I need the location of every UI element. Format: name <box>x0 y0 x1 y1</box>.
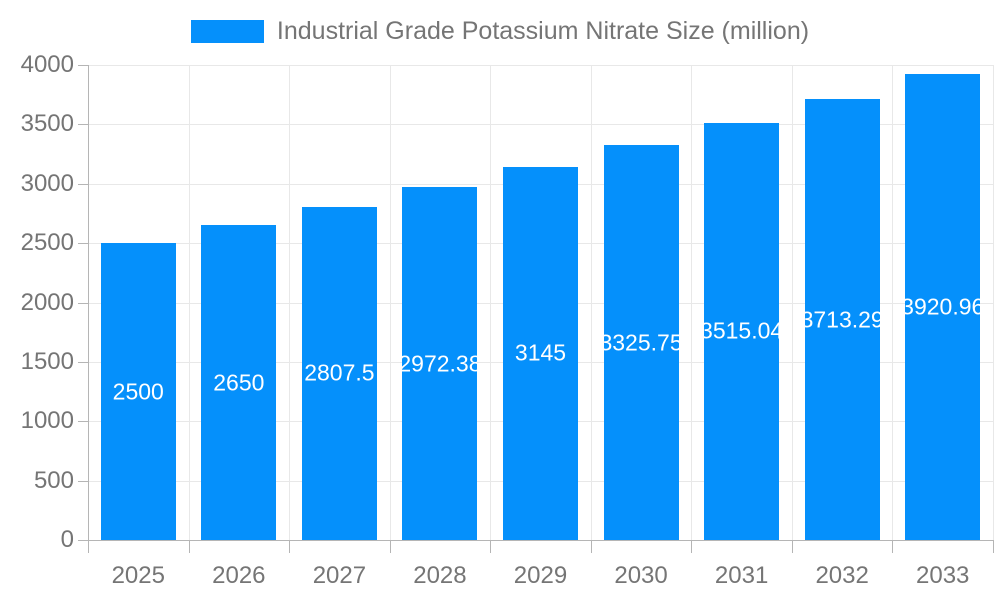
gridline-horizontal <box>88 65 993 66</box>
y-axis-tick <box>78 243 88 245</box>
y-axis-tick <box>78 302 88 304</box>
gridline-vertical <box>892 65 894 540</box>
x-axis-tick-label: 2032 <box>815 562 869 589</box>
gridline-vertical <box>490 65 492 540</box>
y-axis-tick-label: 2000 <box>20 288 74 316</box>
bar[interactable]: 3325.75 <box>603 145 679 540</box>
y-axis-line <box>88 65 89 540</box>
x-axis-tick <box>289 540 291 553</box>
x-axis-line <box>88 540 994 541</box>
bar-value-label: 2972.38 <box>402 350 478 376</box>
y-axis-tick-label: 2500 <box>20 229 74 257</box>
x-axis-tick-label: 2025 <box>111 562 165 589</box>
gridline-horizontal <box>88 124 993 126</box>
gridline-vertical <box>188 65 190 540</box>
x-axis-tick <box>691 540 693 553</box>
x-axis-tick <box>892 540 894 553</box>
bar-value-label: 3515.04 <box>704 317 780 344</box>
bar-value-label: 2650 <box>213 369 265 396</box>
bar[interactable]: 2972.38 <box>402 187 478 540</box>
bar[interactable]: 3145 <box>503 166 578 540</box>
y-axis-tick <box>78 65 88 66</box>
x-axis-tick <box>88 540 89 553</box>
bar[interactable]: 3920.96 <box>905 74 981 540</box>
y-axis-tick <box>78 361 88 363</box>
y-axis-tick-label: 0 <box>60 526 74 553</box>
bar-value-label: 3145 <box>514 339 567 366</box>
x-axis-tick <box>389 540 391 553</box>
x-axis-tick-label: 2030 <box>614 562 668 589</box>
gridline-vertical <box>289 65 291 540</box>
y-axis-tick-label: 3500 <box>20 110 74 138</box>
y-axis-tick <box>78 421 88 423</box>
bar[interactable]: 2650 <box>201 225 277 540</box>
gridline-vertical <box>389 65 391 540</box>
x-axis-tick <box>490 540 492 553</box>
y-axis-tick-label: 500 <box>33 466 74 494</box>
x-axis-tick <box>993 540 994 553</box>
bar[interactable]: 2500 <box>100 243 176 540</box>
bar-value-label: 2807.5 <box>304 359 375 386</box>
y-axis-tick-label: 3000 <box>20 169 74 197</box>
x-axis-tick <box>791 540 793 553</box>
bar-value-label: 2500 <box>112 378 164 405</box>
y-axis-tick-label: 1000 <box>20 407 74 435</box>
bar-value-label: 3325.75 <box>603 329 679 356</box>
y-axis-tick <box>78 480 88 482</box>
x-axis-tick <box>188 540 190 553</box>
bar[interactable]: 3713.29 <box>804 99 880 540</box>
gridline-vertical <box>691 65 693 540</box>
legend-label: Industrial Grade Potassium Nitrate Size … <box>276 17 810 45</box>
y-axis-tick-label: 1500 <box>20 347 74 375</box>
y-axis-tick-label: 4000 <box>20 51 74 78</box>
y-axis-tick <box>78 540 88 541</box>
gridline-vertical <box>590 65 592 540</box>
x-axis-tick-label: 2028 <box>413 562 467 589</box>
x-axis-tick-label: 2029 <box>513 562 568 589</box>
gridline-vertical <box>791 65 793 540</box>
x-axis-tick-label: 2033 <box>916 562 970 589</box>
x-axis-tick-label: 2031 <box>714 562 769 589</box>
bar[interactable]: 3515.04 <box>704 122 780 540</box>
x-axis-tick-label: 2027 <box>312 562 367 589</box>
bar[interactable]: 2807.5 <box>301 206 377 540</box>
chart-legend[interactable]: Industrial Grade Potassium Nitrate Size … <box>0 19 1000 44</box>
gridline-vertical <box>993 65 994 540</box>
legend-swatch <box>190 20 264 43</box>
y-axis-tick <box>78 183 88 185</box>
bar-value-label: 3713.29 <box>804 306 880 332</box>
y-axis-tick <box>78 124 88 126</box>
bar-value-label: 3920.96 <box>905 293 981 320</box>
x-axis-tick-label: 2026 <box>212 562 266 589</box>
x-axis-tick <box>590 540 592 553</box>
